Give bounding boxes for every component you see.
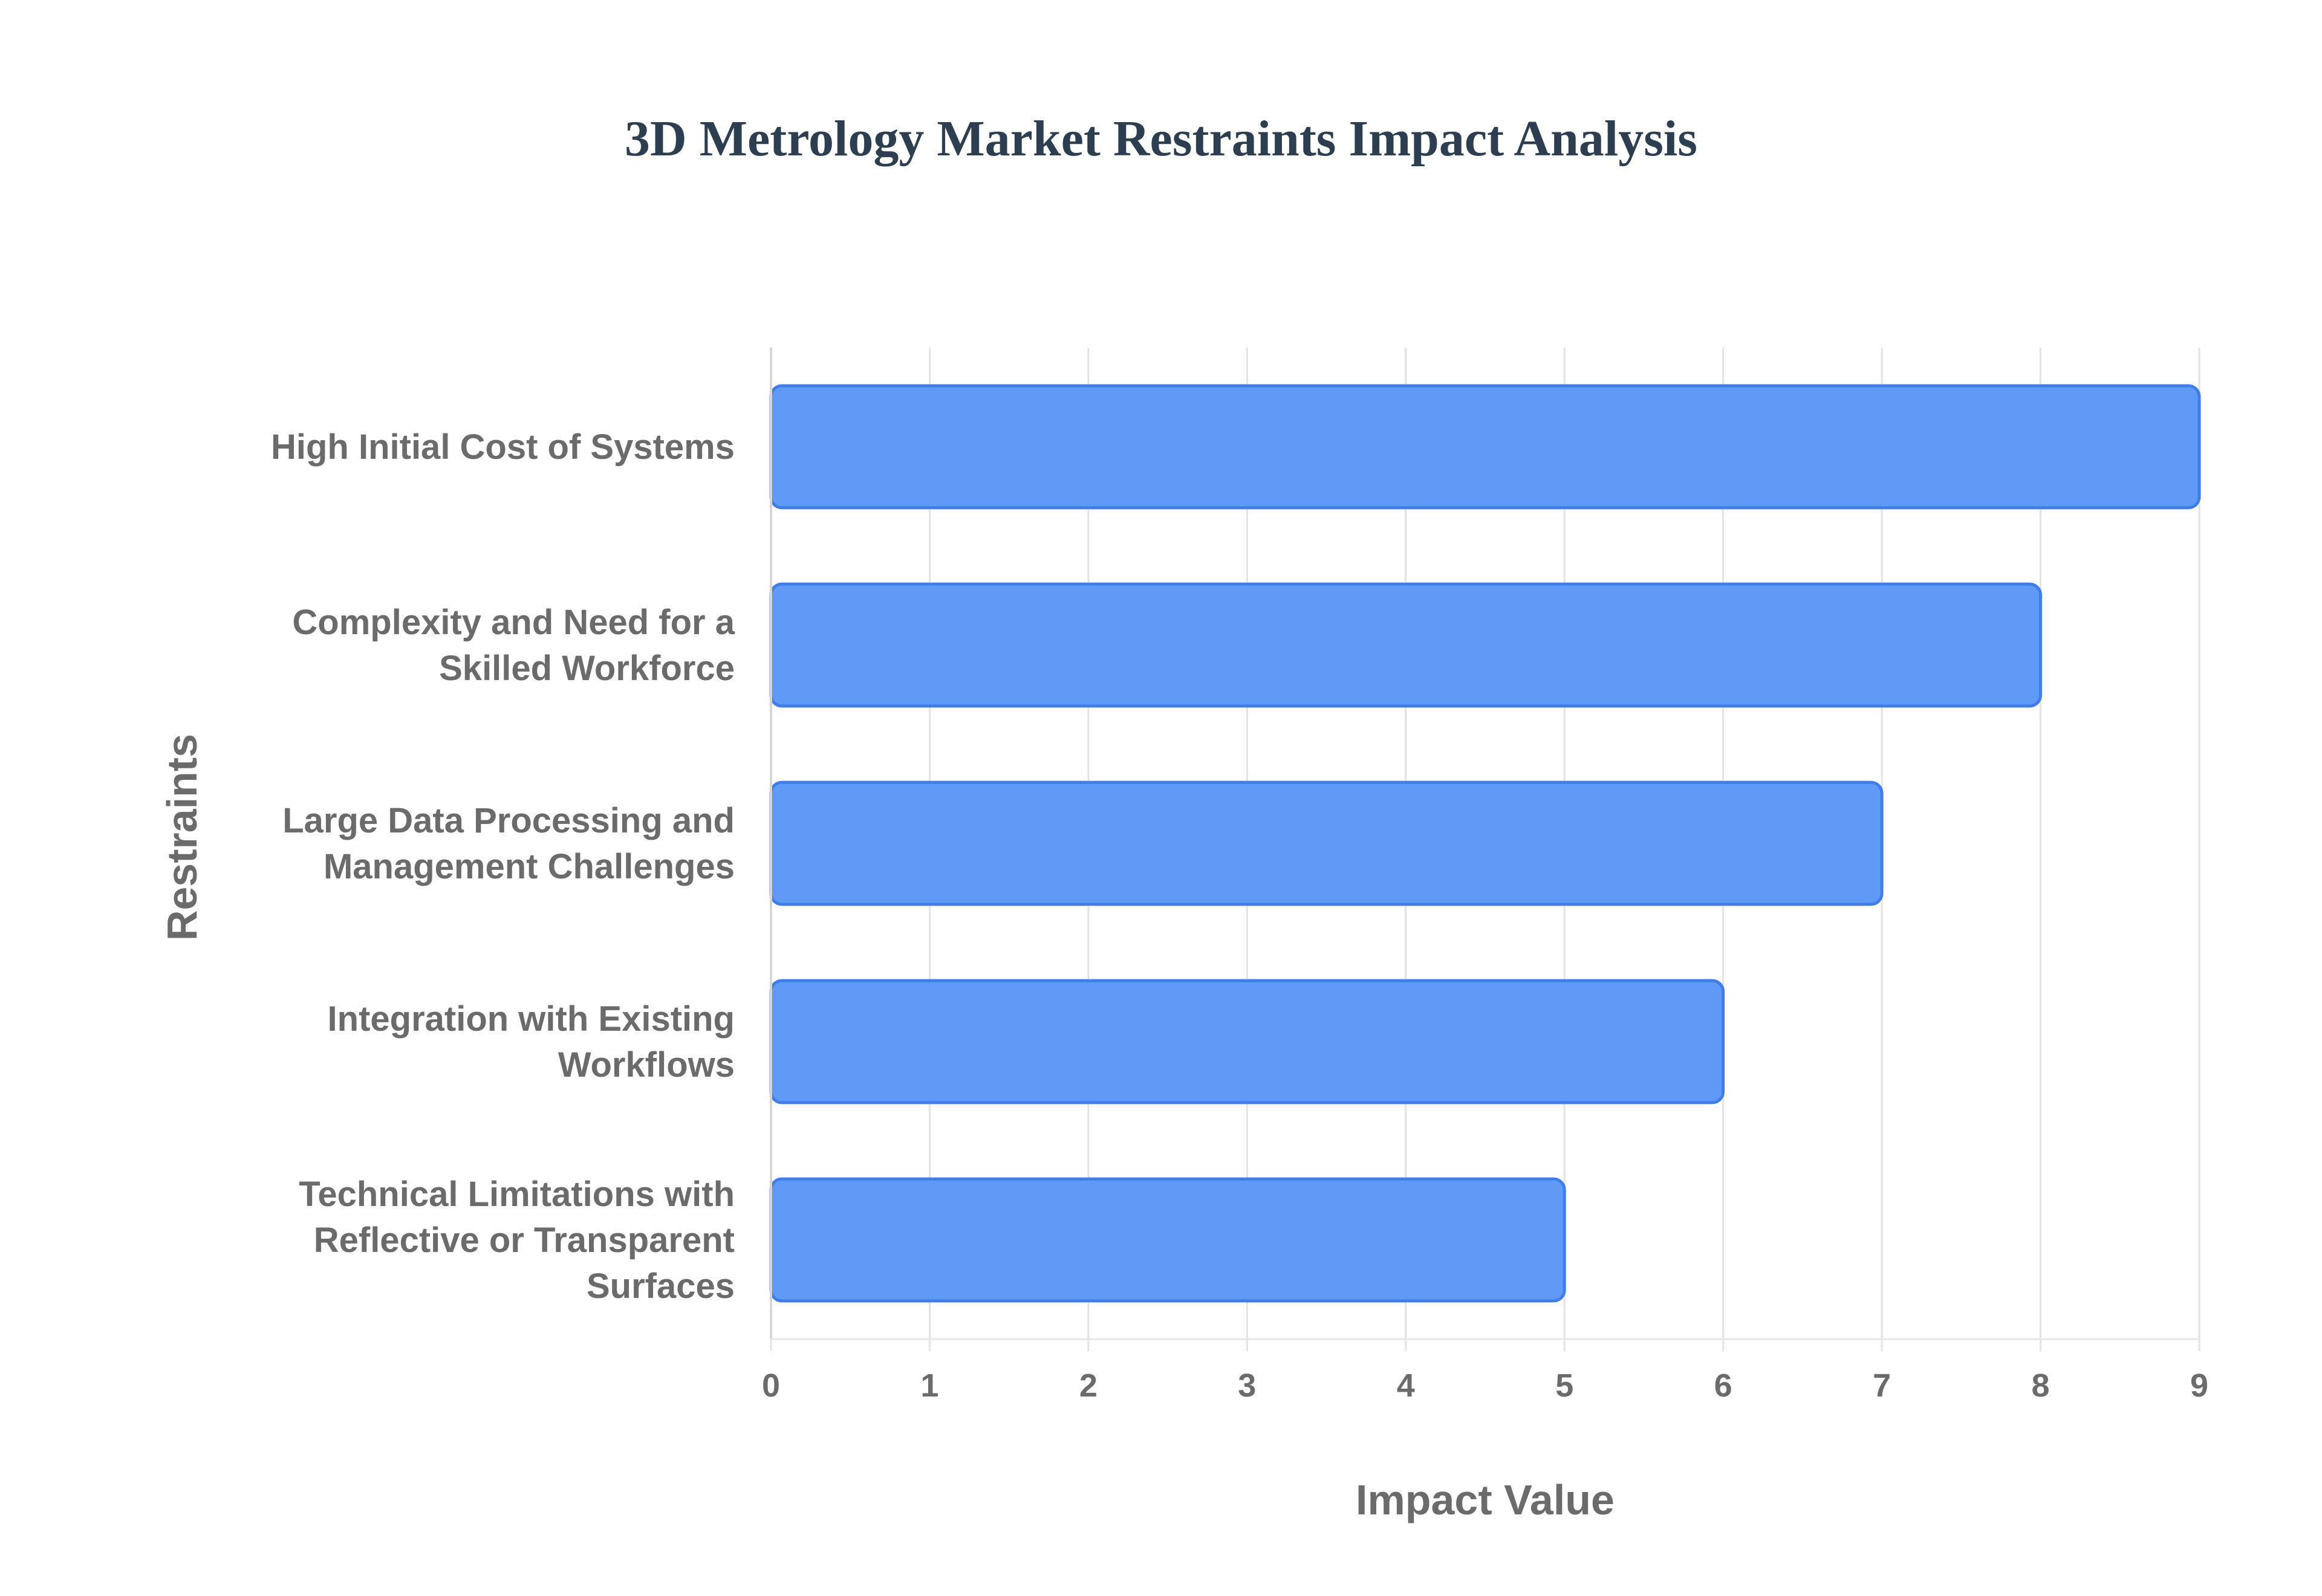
y-category-label: Integration with Existing Workflows xyxy=(328,999,735,1085)
x-tick-label: 7 xyxy=(1873,1367,1891,1404)
x-tick-labels: 0 1 2 3 4 5 6 7 8 9 xyxy=(762,1367,2208,1404)
bar xyxy=(769,384,2201,510)
chart-title: 3D Metrology Market Restraints Impact An… xyxy=(625,111,1697,167)
x-tick-label: 5 xyxy=(1555,1367,1573,1404)
x-tick-label: 3 xyxy=(1238,1367,1256,1404)
x-tick-label: 8 xyxy=(2032,1367,2050,1404)
bar xyxy=(769,582,2043,708)
y-category-label: Complexity and Need for a Skilled Workfor… xyxy=(292,603,735,688)
bar xyxy=(769,780,1884,906)
y-category-labels: High Initial Cost of Systems Complexity a… xyxy=(271,427,735,1306)
x-tick-label: 2 xyxy=(1079,1367,1098,1404)
y-category-label: Large Data Processing and Management Chal… xyxy=(282,801,735,886)
x-tick-label: 4 xyxy=(1397,1367,1415,1404)
x-tick-label: 1 xyxy=(920,1367,938,1404)
y-axis-title: Restraints xyxy=(158,734,206,941)
x-axis-title: Impact Value xyxy=(1356,1476,1615,1523)
bars xyxy=(769,384,2201,1303)
bar xyxy=(769,979,1725,1105)
x-tick-label: 9 xyxy=(2190,1367,2208,1404)
bar xyxy=(769,1177,1566,1303)
y-category-label: Technical Limitations with Reflective or … xyxy=(299,1175,735,1306)
x-tick-label: 6 xyxy=(1714,1367,1732,1404)
axes xyxy=(770,348,2199,1340)
x-tick-label: 0 xyxy=(762,1367,780,1404)
y-category-label: High Initial Cost of Systems xyxy=(271,427,735,467)
